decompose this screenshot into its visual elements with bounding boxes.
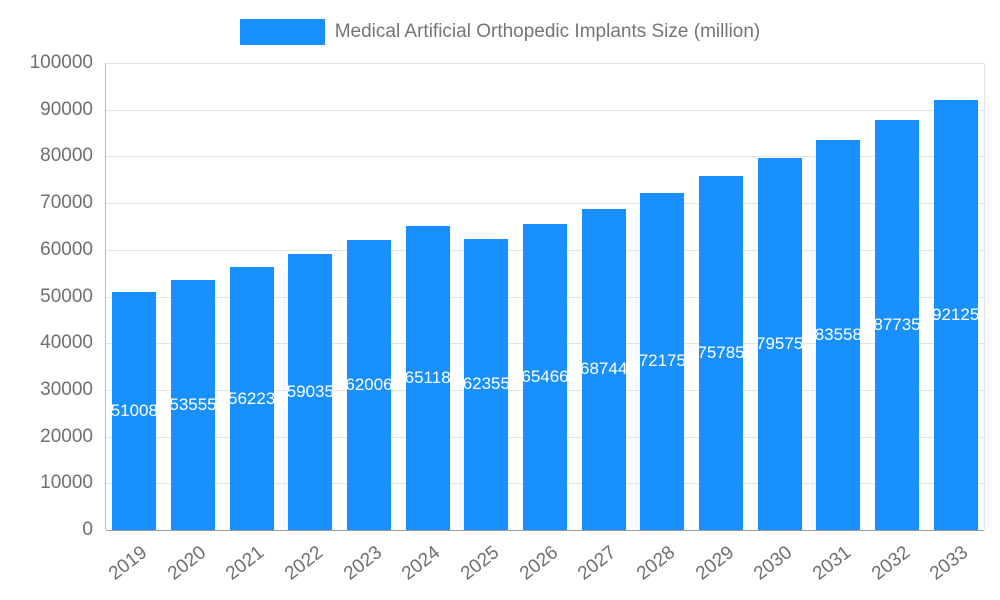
y-axis-tick-label: 80000 [40, 145, 93, 167]
x-axis-tick-label: 2031 [809, 542, 856, 585]
x-axis-tick-label: 2020 [163, 542, 210, 585]
x-axis-tick-label: 2029 [691, 542, 738, 585]
y-axis-tick-label: 10000 [40, 472, 93, 494]
x-axis-tick-label: 2033 [926, 542, 973, 585]
x-axis-tick-label: 2019 [105, 542, 152, 585]
bar-2033[interactable] [933, 99, 978, 530]
y-axis-tick-label: 70000 [40, 192, 93, 214]
y-axis-tick-label: 0 [82, 519, 93, 540]
y-axis-tick-label: 20000 [40, 425, 93, 447]
x-axis-tick-label: 2021 [222, 542, 269, 585]
y-axis-tick-label: 60000 [40, 238, 93, 260]
bar-2023[interactable] [347, 240, 391, 530]
x-axis-tick-label: 2028 [633, 542, 680, 585]
bar-2029[interactable] [699, 176, 743, 530]
bar-2021[interactable] [229, 267, 274, 530]
x-axis-tick-label: 2023 [339, 542, 386, 585]
bar-2026[interactable] [523, 224, 567, 530]
y-axis-tick-label: 100000 [29, 52, 93, 73]
x-axis-tick-label: 2022 [281, 542, 328, 585]
y-axis-tick-label: 50000 [40, 285, 93, 307]
gridline [106, 203, 984, 205]
x-axis-tick-label: 2030 [750, 542, 797, 585]
gridline [106, 109, 984, 111]
y-axis-tick-label: 90000 [40, 98, 93, 120]
bar-2027[interactable] [581, 208, 626, 530]
bar-2019[interactable] [112, 291, 157, 530]
bar-2025[interactable] [464, 238, 509, 530]
y-axis-tick-label: 40000 [40, 332, 93, 354]
x-axis-tick-label: 2025 [457, 542, 504, 585]
bar-2032[interactable] [875, 120, 919, 530]
bar-2031[interactable] [816, 139, 861, 530]
legend-label: Medical Artificial Orthopedic Implants S… [334, 21, 761, 42]
x-axis-tick-label: 2032 [867, 542, 914, 585]
chart-legend[interactable]: Medical Artificial Orthopedic Implants S… [0, 17, 1000, 47]
gridline [106, 63, 984, 64]
legend-swatch [239, 19, 325, 45]
gridline [106, 156, 984, 158]
bar-2022[interactable] [288, 254, 333, 530]
x-axis-tick-label: 2024 [398, 542, 445, 585]
x-axis-tick-label: 2026 [515, 542, 562, 585]
bar-2030[interactable] [757, 158, 802, 530]
bar-2028[interactable] [640, 192, 685, 530]
bar-2020[interactable] [171, 279, 215, 530]
x-axis-line [106, 530, 984, 531]
x-axis-tick-label: 2027 [574, 542, 621, 585]
y-axis-tick-label: 30000 [40, 378, 93, 400]
bar-2024[interactable] [405, 225, 450, 530]
